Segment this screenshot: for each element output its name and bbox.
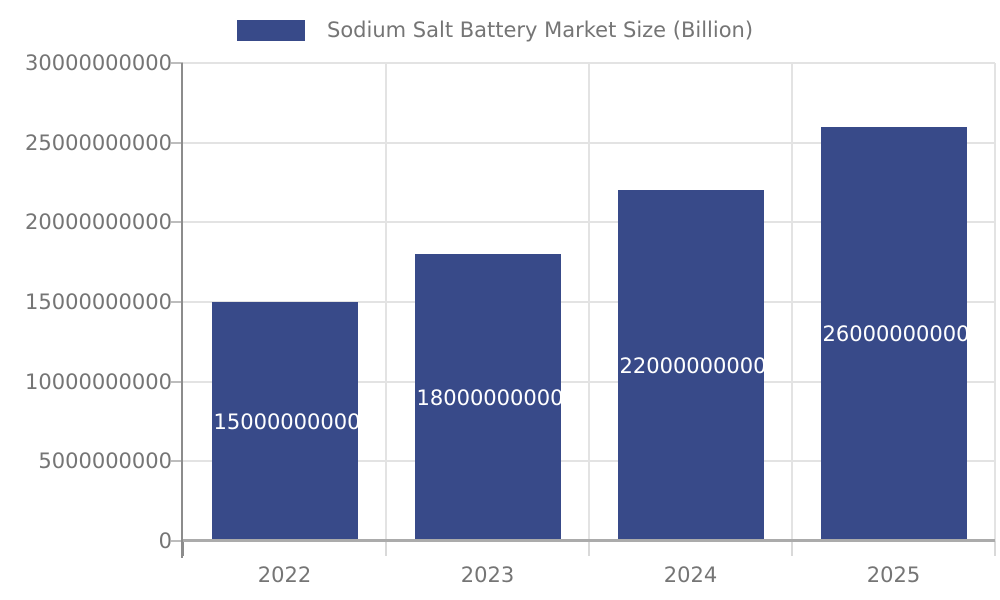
bar: 15000000000: [211, 302, 358, 541]
bar: 22000000000: [617, 190, 764, 541]
y-tick-mark: [171, 301, 183, 303]
y-tick-mark: [171, 540, 183, 542]
x-gridline: [994, 63, 996, 541]
legend: Sodium Salt Battery Market Size (Billion…: [237, 18, 753, 42]
x-gridline: [588, 63, 590, 541]
y-tick-label: 30000000000: [25, 51, 172, 75]
x-gridline: [385, 63, 387, 541]
y-tick-mark: [171, 460, 183, 463]
y-tick-mark: [171, 62, 183, 64]
y-tick-mark: [171, 141, 183, 144]
y-tick-mark: [171, 221, 183, 224]
x-tick-label: 2025: [866, 563, 921, 587]
x-tick-label: 2024: [663, 563, 718, 587]
x-tick-mark: [182, 541, 184, 556]
y-tick-label: 10000000000: [25, 369, 172, 394]
bar-value-label: 26000000000: [822, 321, 967, 346]
x-tick-label: 2022: [257, 563, 312, 587]
x-tick-mark: [994, 541, 996, 556]
legend-label: Sodium Salt Battery Market Size (Billion…: [327, 18, 754, 42]
y-tick-label: 25000000000: [25, 130, 172, 155]
y-axis-line: [181, 63, 183, 558]
bar: 18000000000: [414, 254, 561, 541]
x-tick-label: 2023: [460, 563, 515, 587]
y-tick-label: 0: [158, 529, 172, 553]
bar-value-label: 22000000000: [619, 353, 764, 378]
bar-value-label: 15000000000: [213, 409, 358, 434]
y-tick-label: 15000000000: [25, 290, 172, 314]
legend-swatch: [237, 19, 305, 41]
plot-area: 15000000000 18000000000 22000000000 2600000…: [183, 62, 996, 541]
x-gridline: [791, 63, 793, 541]
x-axis-line: [183, 539, 995, 542]
x-tick-mark: [791, 541, 793, 556]
bar-value-label: 18000000000: [416, 385, 561, 410]
y-tick-mark: [171, 380, 183, 383]
x-tick-mark: [385, 541, 387, 556]
y-tick-label: 20000000000: [25, 210, 172, 235]
x-tick-mark: [588, 541, 590, 556]
y-tick-label: 5000000000: [38, 449, 172, 474]
bar: 26000000000: [820, 126, 967, 541]
